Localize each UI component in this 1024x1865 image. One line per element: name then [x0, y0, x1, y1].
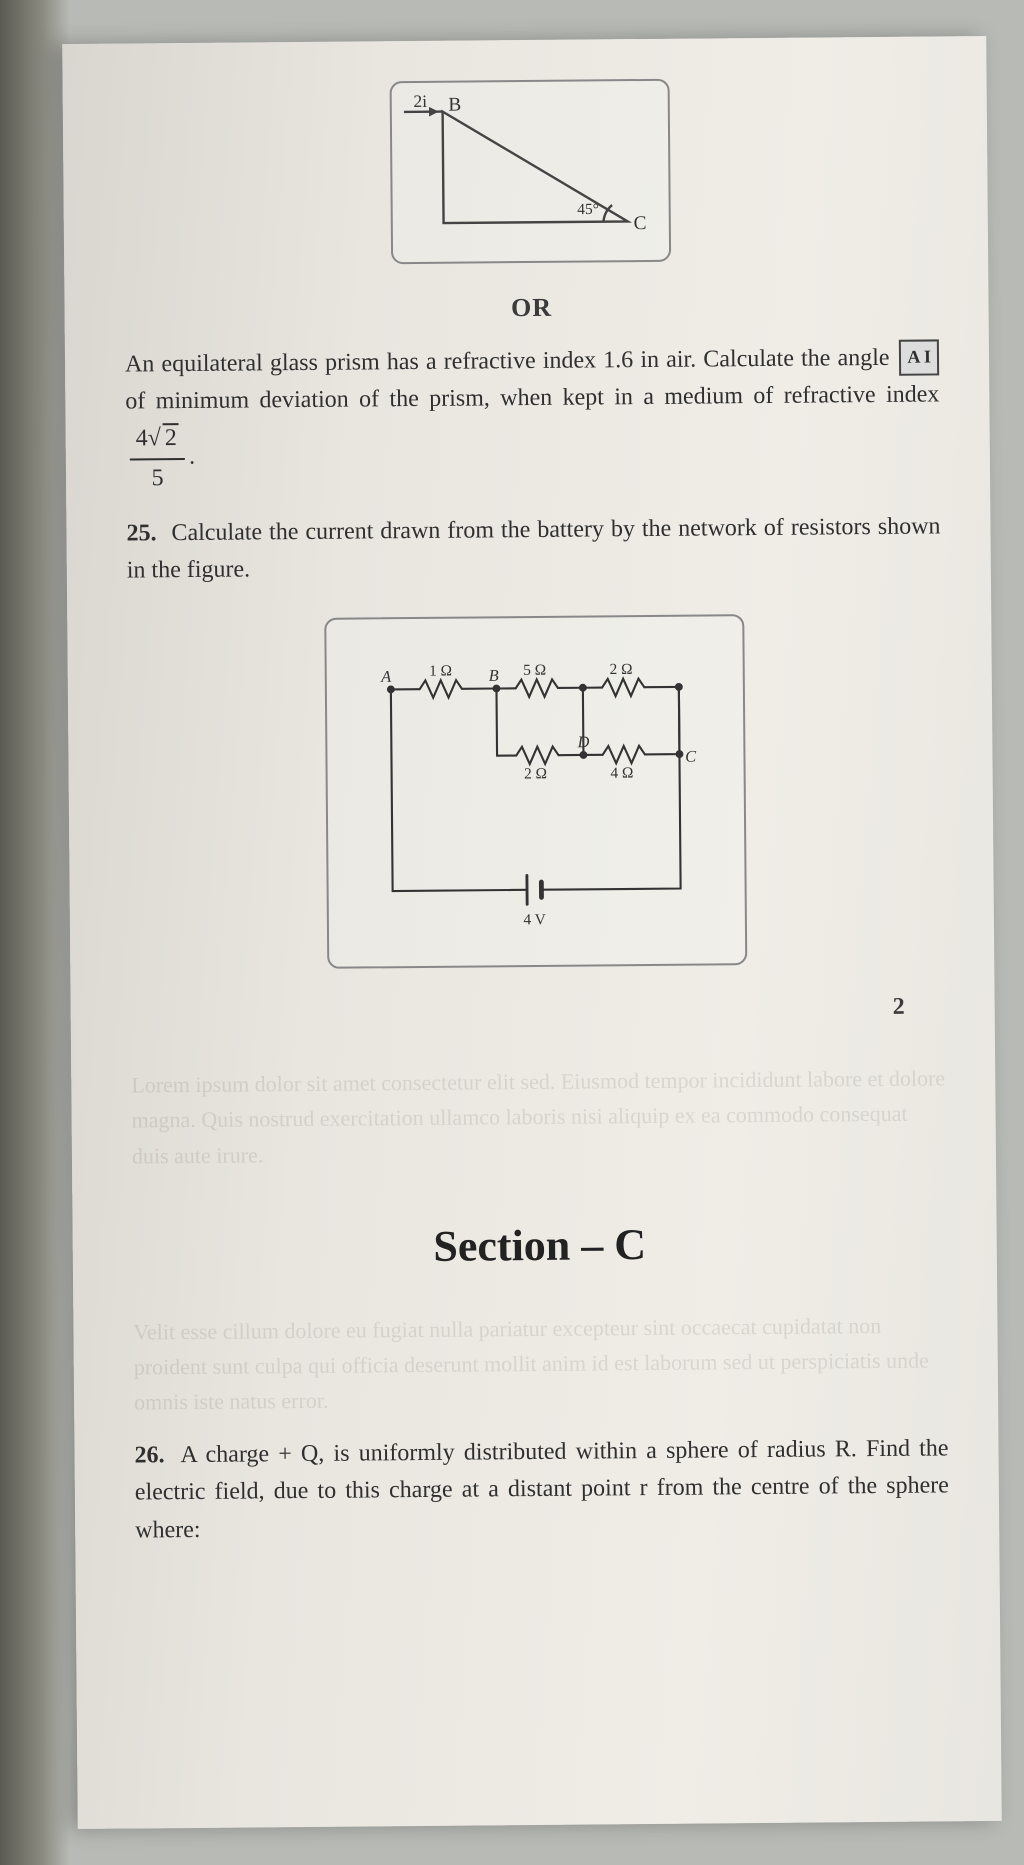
r-1ohm-label: 1 Ω — [429, 663, 452, 680]
wire-b-down — [496, 689, 497, 756]
question-24-or: A I An equilateral glass prism has a ref… — [125, 339, 940, 497]
node-a-label: A — [380, 667, 392, 686]
node-b-dot — [494, 686, 500, 692]
question-26: 26. A charge + Q, is uniformly distribut… — [134, 1431, 949, 1550]
r-2ohm-bd-label: 2 Ω — [524, 765, 547, 782]
frac-num-radicand: 2 — [163, 423, 179, 451]
battery-label: 4 V — [523, 911, 545, 928]
prism-figure: 2i B C 45° — [390, 79, 672, 264]
r-4ohm-label: 4 Ω — [610, 765, 633, 782]
circuit-figure: A B D C 1 Ω 5 Ω 2 Ω 2 Ω 4 Ω 4 V — [324, 614, 747, 969]
textbook-page: 2i B C 45° OR A I An equilateral glass p… — [62, 36, 1002, 1829]
prism-triangle — [443, 110, 628, 223]
r-2ohm-top-label: 2 Ω — [610, 661, 633, 678]
refractive-index-fraction: 4√2 5 — [130, 420, 186, 497]
vertex-c-label: C — [633, 213, 646, 234]
node-top-dot — [580, 685, 586, 691]
wire-left-bottom — [391, 689, 513, 892]
prism-svg: 2i B C 45° — [404, 93, 657, 245]
node-c-label: C — [685, 747, 697, 766]
circuit-svg: A B D C 1 Ω 5 Ω 2 Ω 2 Ω 4 Ω 4 V — [342, 632, 729, 945]
resistor-2ohm-bd — [516, 747, 558, 765]
frac-den: 5 — [130, 460, 185, 498]
question-25: 25. Calculate the current drawn from the… — [126, 508, 941, 589]
node-d-label: D — [576, 732, 589, 751]
angle-45-label: 45° — [577, 201, 599, 218]
resistor-4ohm — [603, 746, 645, 764]
resistor-5ohm — [516, 679, 558, 697]
node-d-dot — [581, 752, 587, 758]
section-c-heading: Section – C — [133, 1216, 947, 1274]
node-a-dot — [388, 687, 394, 693]
bleed-through-text-2: Velit esse cillum dolore eu fugiat nulla… — [133, 1307, 948, 1420]
q25-text: Calculate the current drawn from the bat… — [127, 513, 941, 583]
node-b-label: B — [489, 666, 499, 685]
resistor-1ohm — [420, 680, 462, 698]
or-heading: OR — [124, 289, 938, 326]
q25-number: 25. — [126, 520, 156, 546]
ray-arrowhead-icon — [429, 107, 439, 117]
node-c-dot — [677, 751, 683, 757]
wire-r4-c — [644, 687, 679, 754]
node-c-top-dot — [676, 684, 682, 690]
q26-number: 26. — [134, 1442, 164, 1468]
two-i-label: 2i — [413, 93, 427, 111]
q25-marks: 2 — [131, 994, 905, 1028]
q24or-line2-prefix: prism, when kept in a medium of refracti… — [429, 382, 939, 412]
reference-icon: A I — [899, 339, 939, 375]
frac-num-coeff: 4 — [136, 426, 148, 452]
bleed-through-text: Lorem ipsum dolor sit amet consectetur e… — [131, 1061, 946, 1174]
vertex-b-label: B — [448, 94, 461, 115]
r-5ohm-label: 5 Ω — [523, 662, 546, 679]
wire-right-bottom — [559, 687, 681, 890]
book-spine — [0, 0, 70, 1865]
resistor-2ohm-top — [602, 679, 644, 697]
